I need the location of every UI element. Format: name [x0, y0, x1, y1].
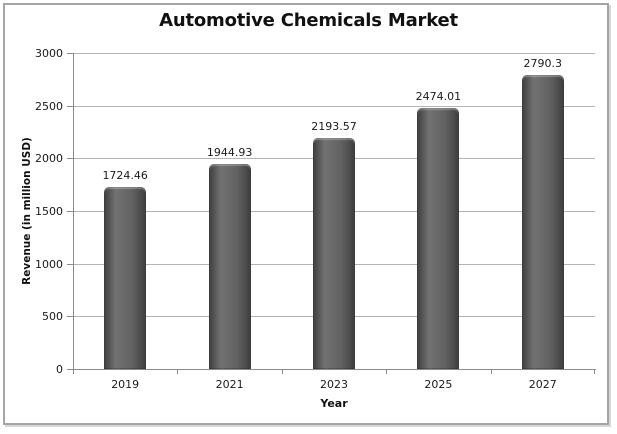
y-axis-tick: [67, 158, 73, 160]
x-tick-label: 2025: [424, 378, 453, 391]
y-axis-tick: [67, 211, 73, 212]
gridline: [73, 53, 595, 54]
bar-value-label: 2790.3: [523, 57, 563, 71]
y-tick-label: 500: [42, 310, 63, 324]
x-tick-label: 2019: [111, 378, 140, 391]
y-axis-tick: [67, 316, 73, 318]
x-axis-line: [72, 369, 596, 370]
bar: [208, 164, 251, 369]
bar-value-label: 1944.93: [206, 146, 253, 160]
bar: [417, 108, 460, 369]
chart-title: Automotive Chemicals Market: [159, 10, 458, 31]
x-tick-label: 2027: [528, 378, 557, 391]
x-axis-title: Year: [320, 397, 348, 410]
bar: [104, 187, 147, 369]
y-tick-label: 1000: [35, 257, 63, 271]
bar-value-label: 2474.01: [415, 90, 462, 104]
x-axis-tick: [490, 370, 492, 374]
bar-value-label: 2193.57: [311, 119, 357, 133]
bar-value-label: 1724.46: [102, 169, 148, 183]
bar: [313, 137, 355, 369]
gridline: [73, 105, 595, 107]
y-tick-label: 0: [56, 363, 63, 376]
y-axis-line: [73, 53, 74, 369]
y-axis-tick: [67, 263, 73, 265]
y-tick-label: 1500: [35, 205, 63, 218]
x-axis-tick: [281, 370, 283, 374]
y-axis-tick: [67, 105, 73, 107]
y-tick-label: 3000: [35, 47, 63, 60]
y-axis-tick: [67, 53, 73, 54]
x-axis-tick: [594, 370, 595, 374]
bar: [521, 75, 564, 369]
plot-area: 0 500 1000 1500 2000 2500 3000 1724.46 2019 1944.…: [35, 47, 596, 391]
y-axis-tick: [67, 369, 73, 370]
x-tick-label: 2021: [215, 378, 244, 391]
y-tick-label: 2500: [35, 99, 63, 113]
y-axis-title: Revenue (in million USD): [21, 137, 33, 285]
y-tick-label: 2000: [35, 152, 63, 166]
x-axis-tick: [177, 370, 179, 374]
x-tick-label: 2023: [320, 378, 348, 391]
x-axis-tick: [73, 370, 74, 374]
x-axis-tick: [386, 370, 388, 374]
